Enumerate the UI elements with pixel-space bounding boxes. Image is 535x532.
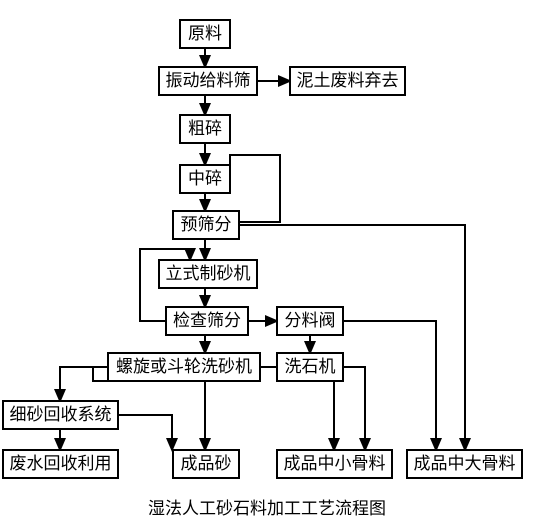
node-vibfeed: 振动给料筛 [159, 67, 257, 95]
node-label-stonewash: 洗石机 [285, 357, 336, 376]
node-splitvalve: 分料阀 [277, 307, 343, 335]
node-label-sand: 成品砂 [181, 454, 232, 473]
diagram-caption: 湿法人工砂石料加工工艺流程图 [148, 499, 386, 518]
node-label-vsi: 立式制砂机 [166, 264, 251, 283]
flowchart-diagram: 原料振动给料筛 泥土废料弃去粗碎中碎预筛分立式制砂机检查筛分 分料阀螺旋或斗轮洗砂机… [0, 0, 535, 532]
node-label-muddiscard: 泥土废料弃去 [297, 71, 399, 90]
edge-finesrec-sand [118, 415, 172, 450]
node-label-raw: 原料 [188, 24, 222, 43]
node-label-largeagg: 成品中大骨料 [414, 454, 516, 473]
node-finesrec: 细砂回收系统 [3, 401, 118, 429]
node-washer: 螺旋或斗轮洗砂机 [108, 353, 260, 381]
node-label-coarse: 粗碎 [188, 119, 222, 138]
node-medium: 中碎 [180, 165, 230, 193]
node-chkscreen: 检查筛分 [166, 307, 248, 335]
node-smallagg: 成品中小骨料 [277, 450, 392, 478]
node-label-vibfeed: 振动给料筛 [166, 71, 251, 90]
node-vsi: 立式制砂机 [159, 260, 257, 288]
node-muddiscard: 泥土废料弃去 [290, 67, 405, 95]
node-label-wasterec: 废水回收利用 [10, 454, 112, 473]
edge-washer-finesrec [60, 367, 108, 401]
node-label-splitvalve: 分料阀 [285, 311, 336, 330]
edge-splitvalve-largeagg [343, 321, 436, 450]
edge-stonewash-smallagg2 [343, 367, 365, 450]
node-label-finesrec: 细砂回收系统 [10, 405, 112, 424]
node-prescreen: 预筛分 [173, 211, 239, 239]
node-stonewash: 洗石机 [277, 353, 343, 381]
node-label-medium: 中碎 [188, 169, 222, 188]
node-label-washer: 螺旋或斗轮洗砂机 [116, 357, 252, 376]
node-coarse: 粗碎 [180, 115, 230, 143]
flowchart-nodes: 原料振动给料筛 泥土废料弃去粗碎中碎预筛分立式制砂机检查筛分 分料阀螺旋或斗轮洗砂机… [3, 20, 522, 478]
node-label-prescreen: 预筛分 [181, 215, 232, 234]
node-raw: 原料 [180, 20, 230, 48]
edge-prescreen-largeagg [239, 225, 465, 450]
node-largeagg: 成品中大骨料 [407, 450, 522, 478]
flowchart-edges [60, 48, 465, 450]
node-sand: 成品砂 [173, 450, 239, 478]
node-wasterec: 废水回收利用 [3, 450, 118, 478]
node-label-smallagg: 成品中小骨料 [284, 454, 386, 473]
node-label-chkscreen: 检查筛分 [173, 311, 241, 330]
